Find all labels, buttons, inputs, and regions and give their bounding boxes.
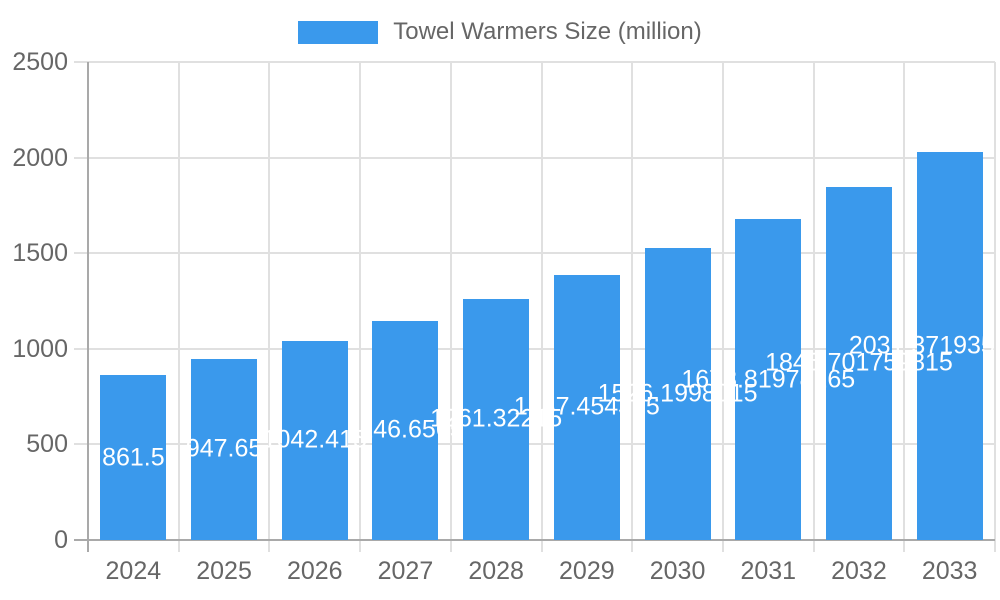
bar-2033[interactable] [916, 151, 983, 540]
gridline-vertical [812, 62, 815, 552]
bar-2027[interactable] [372, 320, 439, 540]
gridline-horizontal [74, 156, 995, 159]
gridline-vertical [268, 62, 271, 552]
bar-2024[interactable] [100, 375, 167, 540]
gridline-horizontal [74, 61, 995, 63]
x-axis-label: 2026 [286, 557, 343, 585]
legend[interactable]: Towel Warmers Size (million) [0, 17, 1000, 47]
bar-2026[interactable] [281, 340, 348, 540]
y-axis-tick-label: 2000 [12, 143, 68, 172]
x-axis-label: 2028 [468, 557, 524, 585]
gridline-vertical [721, 62, 724, 552]
legend-swatch [298, 20, 379, 44]
gridline-vertical [903, 62, 906, 552]
plot-area: 861.5 947.65 1042.415 1146.6565 1261.32215 13… [74, 61, 1000, 552]
bar-2028[interactable] [463, 298, 530, 540]
gridline-vertical [359, 62, 362, 552]
bar-2032[interactable] [825, 186, 892, 540]
bar-2025[interactable] [191, 358, 258, 540]
gridline-vertical [177, 62, 180, 552]
x-axis-label: 2032 [831, 557, 887, 585]
x-axis-label: 2033 [921, 557, 978, 585]
y-axis-line [87, 62, 89, 552]
y-axis-tick-label: 500 [26, 430, 68, 459]
bar-2030[interactable] [644, 248, 711, 540]
gridline-vertical [994, 62, 996, 552]
x-axis-label: 2030 [649, 557, 706, 585]
y-axis-tick-label: 1500 [12, 239, 68, 268]
x-axis-label: 2024 [105, 557, 162, 585]
gridline-vertical [540, 62, 543, 552]
x-axis-label: 2029 [559, 557, 615, 585]
x-axis-label: 2027 [377, 557, 434, 585]
x-axis-label: 2031 [740, 557, 797, 585]
gridline-vertical [631, 62, 634, 552]
gridline-vertical [449, 62, 452, 552]
legend-label: Towel Warmers Size (million) [393, 18, 702, 45]
bar-2031[interactable] [735, 219, 802, 540]
bar-2029[interactable] [553, 274, 620, 540]
y-axis-tick-label: 1000 [12, 334, 68, 363]
y-axis-tick-label: 0 [54, 526, 68, 554]
x-axis-label: 2025 [196, 557, 252, 585]
y-axis-tick-label: 2500 [12, 48, 68, 76]
